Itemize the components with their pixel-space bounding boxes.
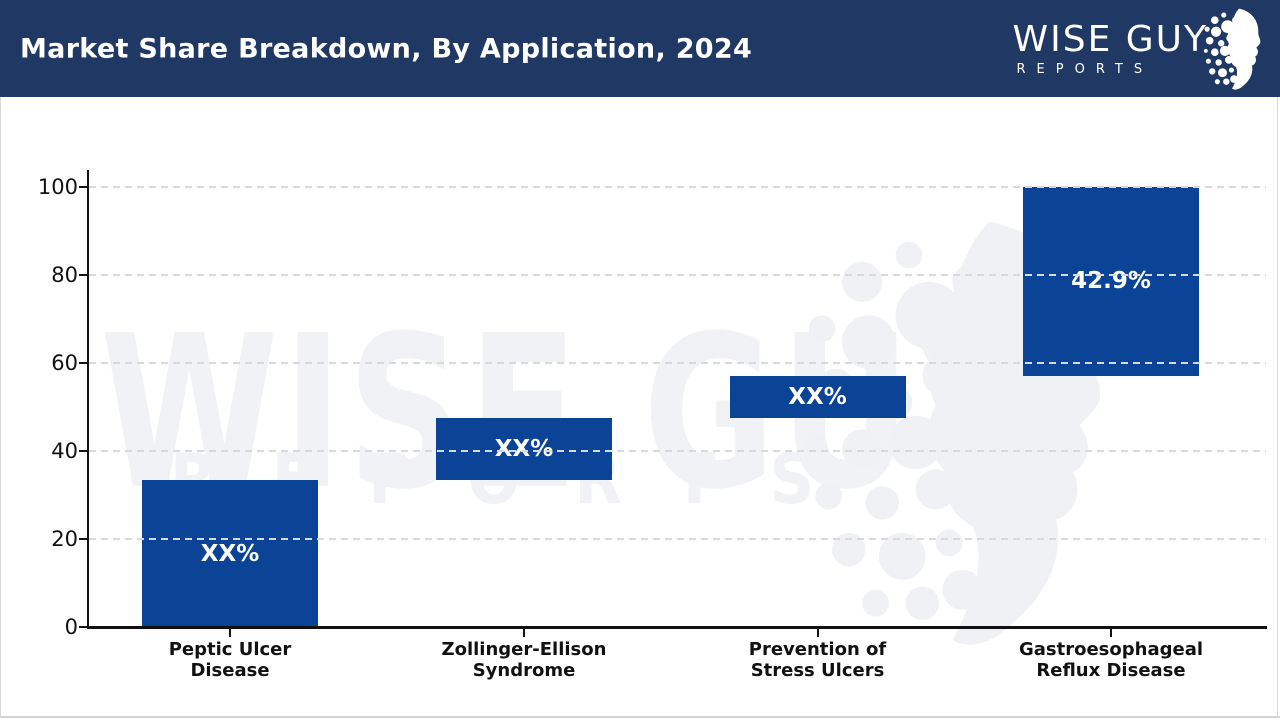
y-tick-label: 60 bbox=[51, 351, 78, 375]
gridline bbox=[89, 186, 1266, 188]
y-tick bbox=[79, 274, 88, 276]
bar: XX% bbox=[729, 375, 906, 418]
y-tick bbox=[79, 186, 88, 188]
wiseguy-logo: WISE GUY REPORTS bbox=[1013, 6, 1267, 92]
bar: XX% bbox=[142, 480, 318, 627]
gridline bbox=[89, 538, 1266, 540]
left-border bbox=[0, 97, 1, 717]
logo-text: WISE GUY REPORTS bbox=[1013, 21, 1209, 77]
logo-subtitle: REPORTS bbox=[1016, 61, 1154, 77]
x-tick bbox=[523, 629, 525, 637]
bar: XX% bbox=[436, 417, 612, 481]
y-tick-label: 80 bbox=[51, 263, 78, 287]
y-tick-label: 20 bbox=[51, 527, 78, 551]
y-axis-line bbox=[87, 170, 89, 628]
bar-value-label: XX% bbox=[200, 540, 260, 567]
gridline bbox=[89, 274, 1266, 276]
x-tick bbox=[229, 629, 231, 637]
gridline bbox=[89, 362, 1266, 364]
bottom-border bbox=[0, 716, 1280, 718]
y-tick bbox=[79, 362, 88, 364]
x-category-label: Zollinger-Ellison Syndrome bbox=[441, 639, 607, 681]
x-category-label: Peptic Ulcer Disease bbox=[168, 639, 292, 681]
header-bar: Market Share Breakdown, By Application, … bbox=[0, 0, 1280, 97]
bar: 42.9% bbox=[1023, 187, 1199, 376]
y-tick-label: 0 bbox=[64, 615, 78, 639]
chart-title: Market Share Breakdown, By Application, … bbox=[20, 33, 753, 64]
gridline bbox=[89, 450, 1266, 452]
y-tick bbox=[79, 450, 88, 452]
y-tick bbox=[79, 626, 88, 628]
x-axis-line bbox=[87, 626, 1267, 629]
x-tick bbox=[1110, 629, 1112, 637]
logo-name: WISE GUY bbox=[1012, 19, 1208, 61]
bar-value-label: XX% bbox=[788, 383, 847, 410]
face-logo-icon bbox=[1202, 7, 1266, 91]
x-category-label: Gastroesophageal Reflux Disease bbox=[1018, 639, 1204, 681]
bar-value-label: 42.9% bbox=[1071, 268, 1151, 295]
right-border bbox=[1277, 97, 1278, 717]
y-tick-label: 40 bbox=[51, 439, 78, 463]
y-tick-label: 100 bbox=[37, 175, 78, 199]
bar-value-label: XX% bbox=[494, 436, 554, 462]
x-category-label: Prevention of Stress Ulcers bbox=[748, 639, 887, 681]
y-tick bbox=[79, 538, 88, 540]
x-tick bbox=[816, 629, 819, 637]
